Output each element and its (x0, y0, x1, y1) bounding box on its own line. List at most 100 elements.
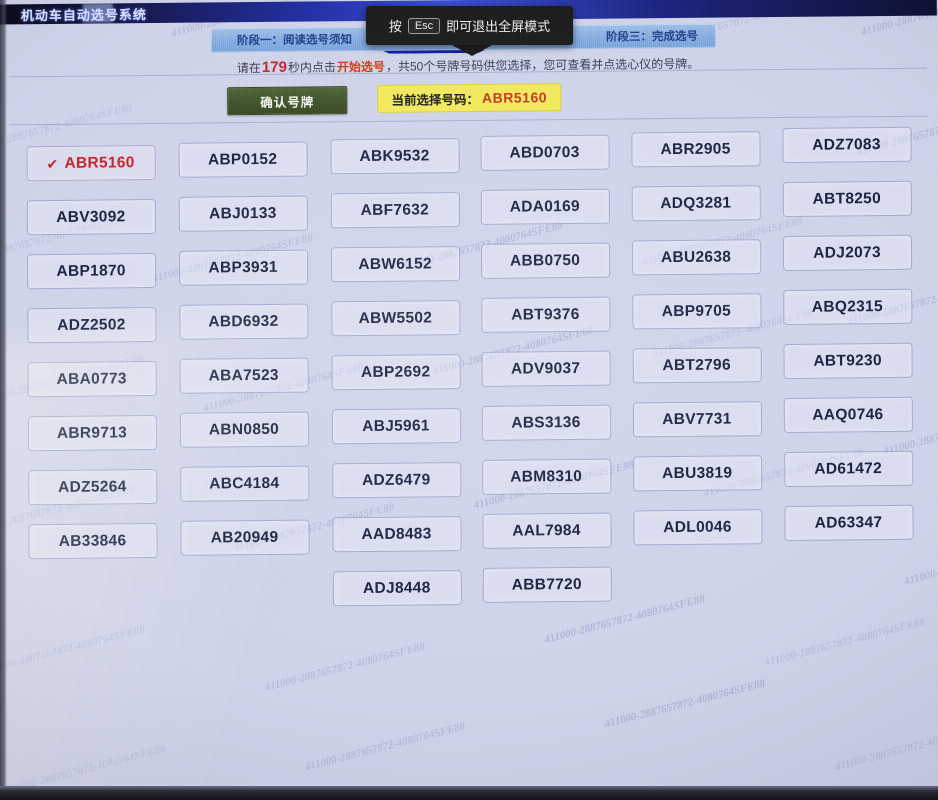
plate-option[interactable]: ADQ3281 (631, 185, 761, 222)
plate-option[interactable]: ADJ8448 (332, 570, 462, 607)
plate-option[interactable]: ABJ0133 (178, 195, 308, 232)
plate-option[interactable]: ABD0703 (479, 134, 610, 171)
start-selection-link[interactable]: 开始选号 (336, 59, 385, 75)
plate-cell: ABP1870 (18, 244, 168, 290)
plate-number: ABB0750 (509, 251, 581, 270)
confirm-plate-button[interactable]: 确认号牌 (227, 86, 348, 116)
plate-option[interactable]: ABS3136 (481, 404, 611, 441)
plate-option[interactable]: ABU3819 (632, 455, 762, 492)
plate-option[interactable]: ABP9705 (631, 293, 761, 330)
plate-number: ADQ3281 (660, 193, 732, 212)
plate-cell: ABM8310 (469, 456, 619, 502)
plate-option[interactable]: ADZ7083 (781, 126, 912, 163)
plate-cell: AD61472 (769, 450, 919, 499)
plate-option[interactable]: ABR2905 (630, 131, 761, 168)
plate-number: ABF7632 (360, 200, 430, 219)
plate-cell: AD63347 (769, 504, 919, 553)
plate-cell: ADZ5264 (19, 460, 169, 506)
plate-cell: ABV3092 (18, 190, 168, 236)
plate-option[interactable]: ABD6932 (178, 303, 309, 340)
plate-option[interactable]: ABT2796 (632, 347, 762, 384)
plate-cell: ADA0169 (468, 186, 618, 232)
plate-option[interactable]: ADZ2502 (26, 307, 157, 344)
watermark-text: 411000-2887657872-4080764SFE88 (603, 677, 767, 731)
plate-option[interactable]: ADZ5264 (27, 469, 157, 506)
plate-cell: ABW5502 (318, 295, 468, 341)
plate-option[interactable]: ABT8250 (782, 180, 912, 217)
plate-option[interactable]: AAL7984 (481, 512, 612, 549)
plate-option[interactable]: ABV3092 (26, 199, 156, 236)
plate-option[interactable]: ABW5502 (330, 300, 460, 337)
plate-cell: ABJ0133 (168, 188, 318, 234)
plate-cell: ADQ3281 (618, 184, 768, 230)
plate-option[interactable]: ABP1870 (26, 253, 156, 290)
stage-item-1[interactable]: 阶段一：阅读选号须知 (236, 34, 352, 48)
plate-option[interactable]: ABK9532 (329, 138, 460, 175)
monitor-bottom-bezel (0, 786, 938, 800)
plate-option[interactable]: ABP0152 (177, 141, 308, 178)
plate-number: ABT9376 (511, 305, 580, 324)
plate-number: ABA7523 (208, 366, 279, 385)
form-divider-bottom (9, 115, 928, 126)
plate-number: ABC4184 (209, 474, 280, 493)
plate-option-selected[interactable]: ✔ ABR5160 (26, 145, 156, 182)
watermark-text: 411000-2887657872-4080764SFE88 (263, 640, 427, 694)
plate-option[interactable]: ABA0773 (27, 361, 157, 398)
plate-option[interactable]: ABB7720 (482, 566, 612, 603)
plate-option[interactable]: ABR9713 (27, 415, 157, 452)
plate-option[interactable]: ADL0046 (632, 509, 763, 546)
plate-option[interactable]: AD63347 (783, 504, 914, 541)
plate-cell: ADZ7083 (767, 126, 917, 175)
plate-option[interactable]: ABV7731 (632, 401, 762, 438)
plate-cell: ABT9230 (769, 342, 919, 391)
plate-number: AD63347 (814, 513, 883, 532)
plate-option[interactable]: ABM8310 (481, 458, 611, 495)
plate-cell: ABQ2315 (768, 288, 918, 337)
plate-number: ADZ6479 (361, 470, 431, 489)
plate-cell: AB33846 (19, 514, 169, 560)
countdown-seconds: 179 (261, 58, 287, 76)
plate-option[interactable]: ABA7523 (179, 357, 309, 394)
plate-option[interactable]: ABB0750 (480, 242, 610, 279)
plate-option[interactable]: ABN0850 (179, 411, 309, 448)
plate-cell: AAD8483 (319, 511, 469, 557)
stage-item-3[interactable]: 阶段三：完成选号 (605, 30, 698, 44)
plate-number: AD61472 (814, 459, 883, 478)
plate-option[interactable]: ABT9230 (783, 342, 913, 379)
plate-option[interactable]: ADZ6479 (331, 462, 461, 499)
plate-cell-empty (20, 568, 170, 614)
plate-number: ABW6152 (358, 254, 432, 273)
plate-cell: ABP0152 (167, 134, 317, 180)
plate-option[interactable]: AAD8483 (331, 516, 462, 553)
plate-cell: ABF7632 (318, 187, 468, 233)
plate-option[interactable]: ABQ2315 (782, 288, 912, 325)
plate-number: ABS3136 (511, 413, 581, 432)
plate-option[interactable]: AD61472 (783, 450, 913, 487)
plate-option[interactable]: ABP3931 (178, 249, 308, 286)
plate-option[interactable]: ABF7632 (330, 192, 460, 229)
plate-number: AAL7984 (512, 521, 581, 540)
plate-number: ABA0773 (56, 369, 127, 388)
plate-option[interactable]: ABP2692 (331, 354, 461, 391)
plate-cell: ABC4184 (169, 458, 319, 504)
plate-option[interactable]: AB33846 (27, 523, 158, 560)
plate-option[interactable]: ADJ2073 (782, 234, 912, 271)
plate-number: ABP3931 (208, 258, 278, 277)
plate-option[interactable]: ADV9037 (481, 350, 611, 387)
plate-option[interactable]: ABT9376 (480, 296, 610, 333)
plate-option[interactable]: ABW6152 (330, 246, 460, 283)
plate-option[interactable]: ABU2638 (631, 239, 761, 276)
plate-option[interactable]: AB20949 (179, 519, 310, 556)
plate-option[interactable]: ABJ5961 (331, 408, 461, 445)
plate-cell: ABU2638 (618, 238, 768, 284)
plate-cell: ABP3931 (168, 242, 318, 288)
plate-number: ABR9713 (56, 423, 128, 442)
plate-cell: ABP9705 (618, 292, 768, 338)
plate-number: ABW5502 (358, 308, 433, 327)
plate-cell: ABB0750 (468, 240, 618, 286)
plate-option[interactable]: AAQ0746 (783, 396, 913, 433)
plate-option[interactable]: ABC4184 (179, 465, 309, 502)
plate-number: ABP0152 (207, 150, 278, 169)
plate-option[interactable]: ADA0169 (480, 188, 610, 225)
plate-number: ABB7720 (511, 575, 582, 594)
